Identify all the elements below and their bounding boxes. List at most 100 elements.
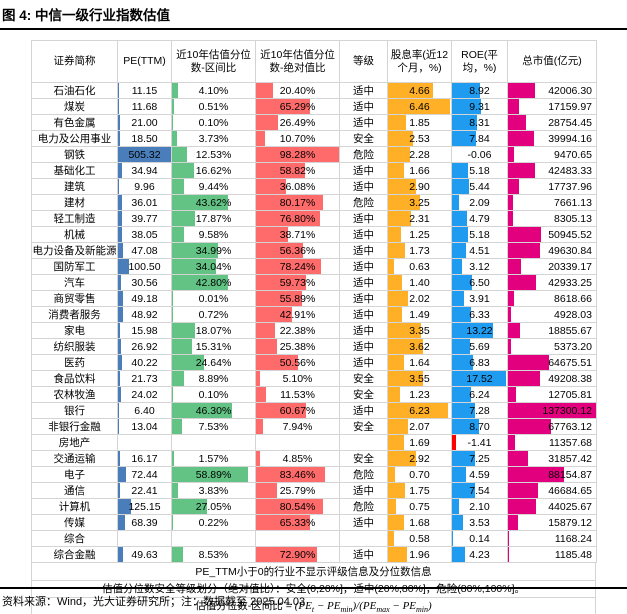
cell-grade: [339, 434, 388, 451]
cell-pe-ttm-bar: [118, 227, 122, 242]
cell-percentile-absolute: 76.80%: [255, 210, 340, 227]
cell-roe-value: 7.54: [469, 484, 490, 497]
cell-percentile-absolute: 78.24%: [255, 258, 340, 275]
cell-roe-value: 8.70: [469, 420, 490, 433]
cell-percentile-absolute: 25.79%: [255, 482, 340, 499]
valuation-table-wrapper: 证券简称 PE(TTM) 近10年估值分位数-区间比 近10年估值分位数-绝对值…: [31, 40, 597, 614]
cell-roe-bar: [452, 371, 506, 386]
cell-percentile-range-value: 8.89%: [198, 372, 229, 385]
cell-percentile-range-bar: [172, 467, 249, 482]
cell-market-cap-value: 1168.24: [554, 532, 592, 545]
cell-percentile-range-bar: [172, 371, 184, 386]
cell-dividend-yield-bar: [388, 323, 421, 338]
cell-dividend-yield-value: 6.46: [409, 100, 430, 113]
cell-pe-ttm: 39.77: [117, 210, 172, 227]
cell-percentile-absolute-value: 76.80%: [279, 212, 316, 225]
cell-market-cap-value: 42483.33: [548, 164, 592, 177]
cell-market-cap: 11357.68: [507, 434, 597, 451]
cell-dividend-yield-bar: [388, 99, 451, 114]
cell-roe: 7.84: [451, 130, 508, 147]
cell-roe: 0.14: [451, 530, 508, 547]
cell-market-cap-value: 137300.12: [542, 404, 592, 417]
cell-pe-ttm: 15.98: [117, 322, 172, 339]
cell-dividend-yield: 1.23: [387, 386, 452, 403]
cell-roe-value: 6.33: [469, 308, 490, 321]
cell-market-cap: 8305.13: [507, 210, 597, 227]
cell-market-cap-bar: [508, 307, 512, 322]
cell-pe-ttm-value: 30.56: [131, 276, 158, 289]
cell-dividend-yield-value: 1.96: [409, 548, 430, 561]
cell-percentile-absolute: 59.73%: [255, 274, 340, 291]
cell-percentile-absolute: 22.38%: [255, 322, 340, 339]
cell-dividend-yield-bar: [388, 243, 405, 258]
table-header: 证券简称 PE(TTM) 近10年估值分位数-区间比 近10年估值分位数-绝对值…: [31, 40, 597, 83]
cell-percentile-absolute-value: 50.56%: [279, 356, 316, 369]
cell-percentile-absolute-value: 5.10%: [282, 372, 313, 385]
cell-percentile-absolute-value: 10.70%: [279, 132, 316, 145]
cell-market-cap: 46684.65: [507, 482, 597, 499]
cell-market-cap-value: 88154.87: [548, 468, 592, 481]
cell-roe-value: 4.23: [469, 548, 490, 561]
cell-dividend-yield-value: 1.85: [409, 116, 430, 129]
cell-grade: 适中: [339, 290, 388, 307]
cell-percentile-range-bar: [172, 355, 205, 370]
cell-dividend-yield-value: 3.35: [409, 324, 430, 337]
cell-grade: 适中: [339, 546, 388, 563]
col-header-dividend-yield: 股息率(近12个月，%): [387, 40, 452, 83]
table-row: 医药 40.22 24.64% 50.56% 适中 1.64 6.83 64675.51: [31, 354, 597, 371]
cell-roe-bar: [452, 163, 468, 178]
cell-percentile-range-value: 4.10%: [198, 84, 229, 97]
cell-percentile-range: 27.05%: [171, 498, 256, 515]
cell-pe-ttm: 21.00: [117, 114, 172, 131]
row-security-name: 综合金融: [31, 546, 118, 563]
cell-percentile-absolute-value: 56.36%: [279, 244, 316, 257]
cell-percentile-absolute: 5.10%: [255, 370, 340, 387]
cell-dividend-yield: 1.25: [387, 226, 452, 243]
cell-market-cap-value: 67763.12: [548, 420, 592, 433]
table-row: 房地产 1.69 -1.41 11357.68: [31, 434, 597, 451]
cell-percentile-range: 4.10%: [171, 82, 256, 99]
cell-dividend-yield-value: 0.75: [409, 500, 430, 513]
cell-roe: 3.91: [451, 290, 508, 307]
cell-grade: 适中: [339, 226, 388, 243]
cell-percentile-absolute-value: 42.91%: [279, 308, 316, 321]
cell-pe-ttm-value: 100.50: [128, 260, 161, 273]
cell-market-cap-bar: [508, 99, 519, 114]
cell-dividend-yield-bar: [388, 499, 396, 514]
cell-market-cap: 7661.13: [507, 194, 597, 211]
cell-percentile-absolute-bar: [256, 467, 326, 482]
cell-pe-ttm-value: 15.98: [131, 324, 158, 337]
cell-pe-ttm-value: 22.41: [131, 484, 158, 497]
cell-market-cap: 17159.97: [507, 98, 597, 115]
table-row: 纺织服装 26.92 15.31% 25.38% 适中 3.62 5.69 5373.20: [31, 338, 597, 355]
row-security-name: 汽车: [31, 274, 118, 291]
cell-roe-value: 5.18: [469, 164, 490, 177]
notes-table: PE_TTM小于0的行业不显示评级信息及分位数信息 估值分位数安全等级划分（绝对…: [31, 563, 596, 614]
cell-percentile-range: 9.58%: [171, 226, 256, 243]
cell-grade: 安全: [339, 386, 388, 403]
cell-roe-value: 9.31: [469, 100, 490, 113]
cell-percentile-absolute-value: 72.90%: [279, 548, 316, 561]
cell-roe-bar: [452, 387, 472, 402]
cell-percentile-range-bar: [172, 259, 216, 274]
cell-percentile-range-value: 0.72%: [198, 308, 229, 321]
table-row: 石油石化 11.15 4.10% 20.40% 适中 4.66 8.92 42006.30: [31, 82, 597, 99]
cell-market-cap-value: 42006.30: [548, 84, 592, 97]
cell-market-cap: 64675.51: [507, 354, 597, 371]
table-row: 商贸零售 49.18 0.01% 55.89% 适中 2.02 3.91 8618.66: [31, 290, 597, 307]
cell-roe-bar: [452, 403, 475, 418]
cell-roe-value: 2.09: [469, 196, 490, 209]
cell-pe-ttm: [117, 530, 172, 547]
cell-roe-bar: [452, 243, 466, 258]
cell-grade: 安全: [339, 450, 388, 467]
cell-percentile-range-value: 0.10%: [198, 116, 229, 129]
cell-roe: 3.53: [451, 514, 508, 531]
col-header-security-name: 证券简称: [31, 40, 118, 83]
cell-roe-value: 3.53: [469, 516, 490, 529]
cell-percentile-range: 34.99%: [171, 242, 256, 259]
table-row: 机械 38.05 9.58% 38.71% 适中 1.25 5.18 50945.52: [31, 226, 597, 243]
cell-percentile-range-value: 0.10%: [198, 388, 229, 401]
cell-percentile-range: 15.31%: [171, 338, 256, 355]
cell-roe-value: 7.25: [469, 452, 490, 465]
cell-roe-value: -1.41: [467, 436, 492, 449]
